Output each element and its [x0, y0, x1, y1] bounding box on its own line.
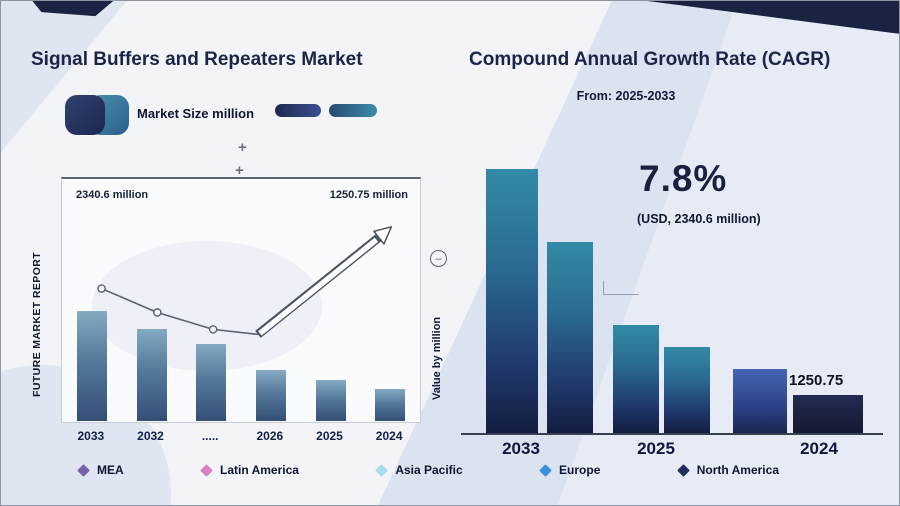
left-chart-max-value: 2340.6 million	[76, 189, 149, 201]
cagr-bar	[486, 169, 538, 433]
left-chart-category-label: 2024	[375, 429, 403, 443]
right-chart-annotation: 1250.75	[789, 372, 844, 389]
market-size-bar	[76, 311, 107, 421]
cagr-bar	[613, 325, 659, 433]
legend-diamond-icon	[200, 463, 213, 477]
cagr-bar	[793, 395, 863, 433]
market-size-bar	[196, 344, 227, 421]
region-legend: MEA Latin America Asia Pacific Europe North …	[77, 463, 779, 477]
cagr-value: 7.8%	[639, 158, 728, 199]
cagr-note: (USD, 2340.6 million)	[637, 212, 761, 226]
left-chart-bars	[62, 179, 420, 422]
plus-decoration-icon: +	[238, 139, 247, 156]
legend-item: North America	[676, 463, 779, 477]
left-title: Signal Buffers and Repeaters Market	[31, 49, 363, 70]
pill-navy-decoration-icon	[275, 104, 321, 117]
minus-glyph: –	[435, 252, 442, 265]
legend-item: MEA	[77, 463, 124, 477]
left-chart-category-label: .....	[201, 429, 219, 443]
legend-diamond-icon	[375, 463, 389, 477]
legend-label: Latin America	[220, 463, 299, 477]
right-chart-category-label: 2033	[502, 439, 540, 458]
market-size-label: Market Size million	[137, 106, 255, 121]
legend-diamond-icon	[676, 463, 690, 477]
right-subtitle: From: 2025-2033	[576, 89, 676, 103]
right-title: Compound Annual Growth Rate (CAGR)	[469, 49, 831, 70]
right-chart-category-label: 2024	[800, 439, 838, 458]
market-size-logo-icon	[65, 95, 131, 135]
cagr-bar	[733, 369, 787, 433]
left-chart: 2340.6 million 1250.75 million	[61, 177, 421, 423]
cagr-bar	[547, 242, 593, 433]
market-size-bar	[136, 329, 167, 421]
logo-navy-shape-icon	[65, 95, 105, 135]
legend-label: North America	[696, 463, 779, 477]
cagr-bar	[664, 347, 710, 433]
legend-item: Latin America	[200, 463, 299, 477]
market-size-bar	[255, 370, 286, 421]
bracket-decoration-icon	[603, 281, 639, 295]
left-chart-end-value: 1250.75 million	[329, 189, 408, 201]
pill-teal-decoration-icon	[329, 104, 377, 117]
left-chart-x-axis: 2033 2032..... 2026 2025 2024	[61, 429, 421, 445]
legend-label: MEA	[97, 463, 124, 477]
left-chart-y-axis-label: FUTURE MARKET REPORT	[31, 251, 43, 397]
left-chart-category-label: 2026	[256, 429, 284, 443]
right-chart-category-label: 2025	[637, 439, 675, 458]
legend-label: Europe	[559, 463, 601, 477]
left-chart-category-label: 2032	[137, 429, 164, 443]
legend-item: Asia Pacific	[375, 463, 463, 477]
right-chart-y-axis-label: Value by million	[431, 316, 443, 400]
plus-decoration-icon: +	[235, 162, 244, 179]
right-chart-baseline	[461, 433, 883, 435]
legend-label: Asia Pacific	[395, 463, 463, 477]
legend-diamond-icon	[539, 463, 552, 477]
right-chart: 2033 2025 2024	[461, 159, 891, 458]
left-chart-category-label: 2033	[77, 429, 105, 443]
market-size-bar	[315, 380, 346, 421]
legend-item: Europe	[539, 463, 601, 477]
legend-diamond-icon	[77, 463, 90, 477]
minus-circle-icon: –	[430, 250, 447, 267]
left-chart-category-label: 2025	[316, 429, 343, 443]
market-size-bar	[375, 389, 406, 421]
